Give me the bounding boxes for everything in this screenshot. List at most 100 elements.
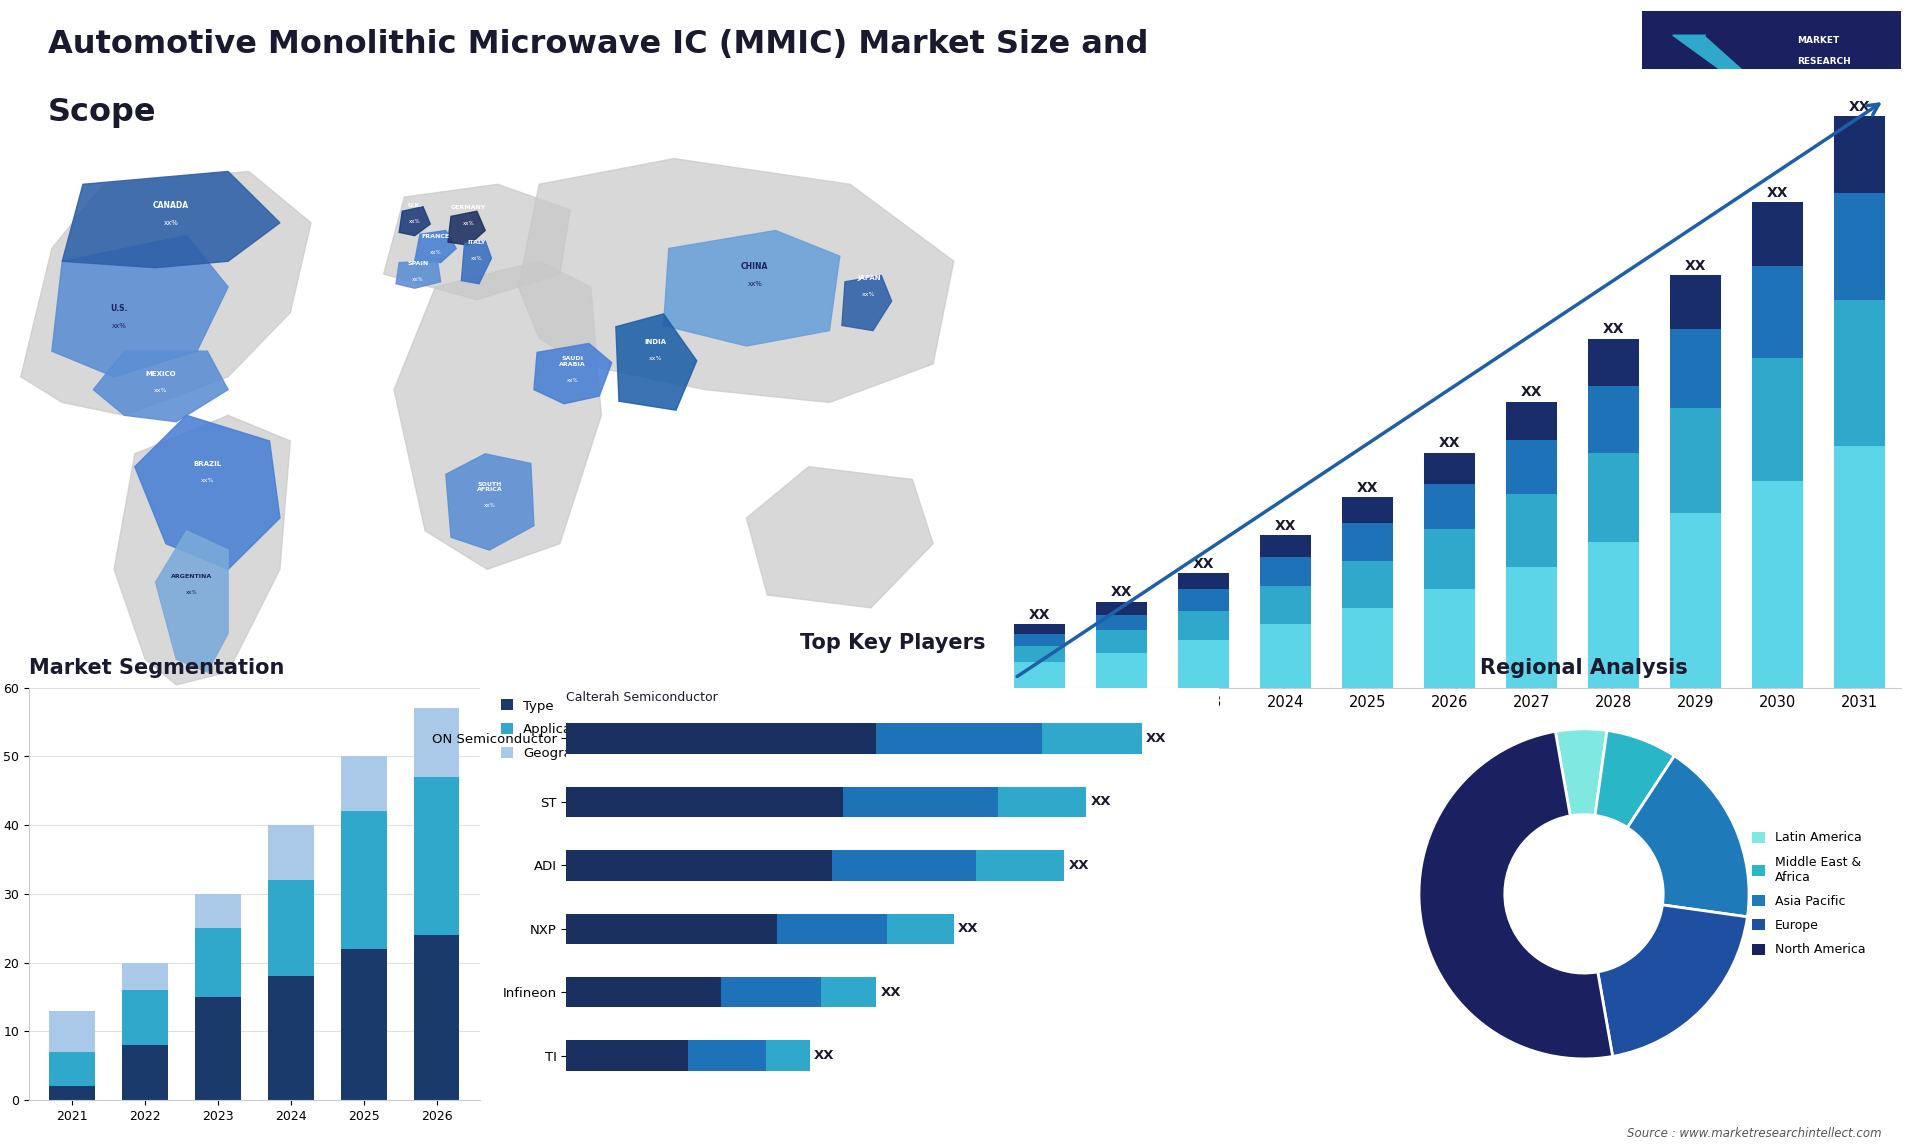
Text: xx%: xx% xyxy=(484,503,495,509)
Bar xyxy=(1179,612,1229,639)
Bar xyxy=(1425,485,1475,529)
Text: xx%: xx% xyxy=(409,219,420,225)
Text: XX: XX xyxy=(1438,437,1461,450)
Wedge shape xyxy=(1628,756,1749,917)
Bar xyxy=(1670,329,1720,408)
Text: xx%: xx% xyxy=(154,387,167,393)
Text: xx%: xx% xyxy=(747,281,762,286)
Bar xyxy=(269,825,313,880)
Bar xyxy=(1670,275,1720,329)
Wedge shape xyxy=(1555,729,1607,816)
Text: JAPAN: JAPAN xyxy=(856,275,881,281)
Polygon shape xyxy=(394,261,601,570)
Text: xx%: xx% xyxy=(430,250,442,254)
Text: XX: XX xyxy=(1146,732,1167,745)
Text: XX: XX xyxy=(1275,519,1296,533)
Bar xyxy=(342,756,386,811)
Polygon shape xyxy=(461,241,492,284)
Polygon shape xyxy=(1707,36,1836,93)
Bar xyxy=(1834,117,1885,193)
Text: xx%: xx% xyxy=(566,378,578,383)
Polygon shape xyxy=(94,351,228,422)
Title: Regional Analysis: Regional Analysis xyxy=(1480,658,1688,677)
Text: XX: XX xyxy=(1849,100,1870,113)
Bar xyxy=(1260,535,1311,557)
Bar xyxy=(1505,567,1557,688)
Text: XX: XX xyxy=(1521,385,1542,400)
Bar xyxy=(1043,723,1142,754)
Text: Calterah Semiconductor: Calterah Semiconductor xyxy=(566,691,718,704)
Text: MARKET: MARKET xyxy=(1797,36,1839,45)
Bar xyxy=(342,949,386,1100)
Text: xx%: xx% xyxy=(186,590,198,595)
Bar xyxy=(123,963,167,990)
Bar xyxy=(1505,402,1557,440)
Bar xyxy=(1670,408,1720,513)
Text: MEXICO: MEXICO xyxy=(146,371,177,377)
Polygon shape xyxy=(156,531,228,672)
Bar xyxy=(1342,609,1394,688)
Bar xyxy=(196,928,240,997)
Text: BRAZIL: BRAZIL xyxy=(194,461,221,466)
Bar xyxy=(566,850,831,880)
Text: XX: XX xyxy=(1069,858,1089,872)
Text: Source : www.marketresearchintellect.com: Source : www.marketresearchintellect.com xyxy=(1626,1128,1882,1140)
Bar xyxy=(415,708,459,777)
Bar xyxy=(566,978,722,1007)
Bar xyxy=(123,1045,167,1100)
Text: SAUDI
ARABIA: SAUDI ARABIA xyxy=(559,356,586,367)
Bar xyxy=(1753,358,1803,481)
Text: xx%: xx% xyxy=(163,220,179,226)
Bar xyxy=(566,723,876,754)
Text: XX: XX xyxy=(1357,480,1379,495)
Text: INTELLECT: INTELLECT xyxy=(1797,78,1851,87)
Wedge shape xyxy=(1419,731,1613,1059)
Polygon shape xyxy=(134,415,280,570)
Bar xyxy=(1588,386,1640,453)
Bar xyxy=(1014,662,1066,688)
Text: RESEARCH: RESEARCH xyxy=(1797,57,1851,66)
Bar xyxy=(1096,653,1146,688)
Text: XX: XX xyxy=(1192,557,1213,571)
Text: U.S.: U.S. xyxy=(111,304,129,313)
Text: CHINA: CHINA xyxy=(741,262,768,270)
Text: XX: XX xyxy=(1603,322,1624,336)
Bar xyxy=(342,811,386,949)
Polygon shape xyxy=(52,236,228,377)
Bar xyxy=(1588,338,1640,386)
Text: Scope: Scope xyxy=(48,97,157,128)
Bar xyxy=(1014,625,1066,634)
Bar xyxy=(1179,639,1229,688)
Text: xx%: xx% xyxy=(463,221,474,226)
Text: xx%: xx% xyxy=(862,291,876,297)
Bar xyxy=(415,777,459,935)
Bar xyxy=(1260,586,1311,625)
Bar xyxy=(50,1052,94,1086)
Bar xyxy=(1425,589,1475,688)
Bar xyxy=(843,786,998,817)
Bar xyxy=(1834,300,1885,447)
Bar xyxy=(1096,630,1146,653)
Text: SOUTH
AFRICA: SOUTH AFRICA xyxy=(476,481,503,493)
Bar xyxy=(50,1086,94,1100)
Bar xyxy=(1834,193,1885,300)
Bar xyxy=(876,723,1043,754)
Bar xyxy=(50,1011,94,1052)
Bar xyxy=(1096,602,1146,614)
Wedge shape xyxy=(1597,905,1747,1057)
Bar xyxy=(1014,646,1066,662)
Bar xyxy=(1260,625,1311,688)
Bar xyxy=(975,850,1064,880)
Text: XX: XX xyxy=(1686,259,1707,273)
Text: FRANCE: FRANCE xyxy=(420,234,449,238)
Text: XX: XX xyxy=(1029,607,1050,621)
Polygon shape xyxy=(415,230,457,262)
Text: XX: XX xyxy=(881,986,900,999)
Bar xyxy=(1260,557,1311,586)
Bar xyxy=(1425,453,1475,485)
Bar xyxy=(269,880,313,976)
Bar xyxy=(1588,453,1640,542)
Bar xyxy=(1753,202,1803,266)
Text: xx%: xx% xyxy=(649,355,662,361)
Text: Automotive Monolithic Microwave IC (MMIC) Market Size and: Automotive Monolithic Microwave IC (MMIC… xyxy=(48,29,1148,60)
